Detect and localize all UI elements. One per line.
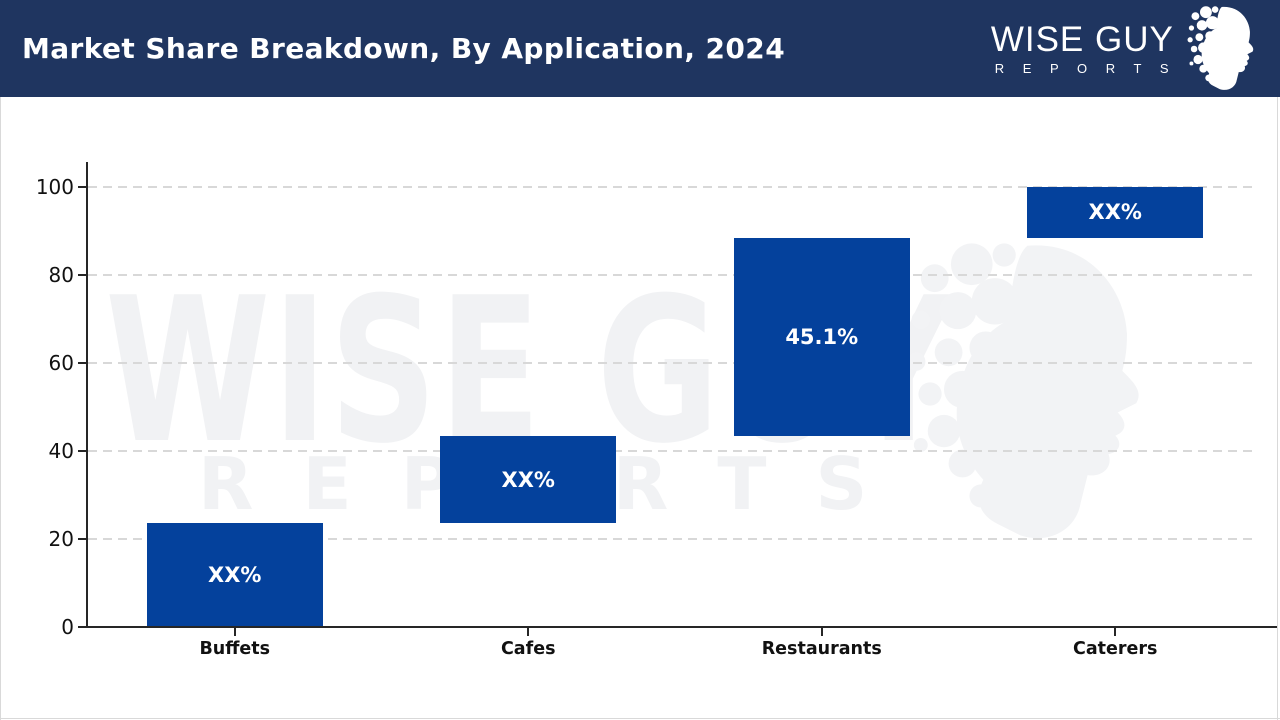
- bar-restaurants: [733, 237, 910, 437]
- bar-caterers: [1027, 187, 1204, 238]
- y-axis-tick-label: 80: [48, 263, 74, 287]
- bar-value-label: 45.1%: [785, 324, 859, 349]
- y-axis-tick-label: 20: [48, 527, 74, 551]
- y-gridline: [88, 274, 1258, 276]
- page-edge-left: [0, 97, 1, 720]
- y-axis-tick-label: 40: [48, 439, 74, 463]
- x-axis-tickmark: [1114, 628, 1117, 636]
- y-axis-line: [86, 162, 88, 628]
- logo-text: WISE GUY R E P O R T S: [989, 20, 1176, 76]
- y-axis-tickmark: [78, 450, 87, 452]
- logo-subtitle: R E P O R T S: [994, 60, 1176, 76]
- y-axis-tickmark: [78, 626, 87, 628]
- y-axis-tick-label: 100: [35, 175, 74, 199]
- y-gridline: [88, 538, 1258, 540]
- bar-value-label: XX%: [501, 467, 555, 492]
- y-gridline: [88, 450, 1258, 452]
- x-axis-line: [85, 626, 1277, 628]
- y-gridline: [88, 186, 1258, 188]
- x-axis-tickmark: [527, 628, 530, 636]
- y-gridline: [88, 362, 1258, 364]
- page-edge-bottom: [0, 718, 1280, 719]
- y-axis-tick-label: 60: [48, 351, 74, 375]
- y-axis-tickmark: [78, 362, 87, 364]
- page-title: Market Share Breakdown, By Application, …: [22, 32, 786, 65]
- bar-cafes: [440, 436, 617, 524]
- x-axis-category-label: Caterers: [1073, 639, 1158, 659]
- bar-value-label: XX%: [208, 563, 262, 588]
- y-axis-tick-label: 0: [61, 615, 74, 639]
- x-axis-category-label: Cafes: [500, 639, 556, 659]
- page-edge-right: [1277, 97, 1278, 720]
- x-axis-category-label: Buffets: [199, 639, 271, 659]
- wise-guy-reports-logo: WISE GUY R E P O R T S: [989, 6, 1266, 92]
- bar-buffets: [146, 523, 323, 627]
- logo-wordmark: WISE GUY: [990, 20, 1174, 60]
- y-axis-tickmark: [78, 274, 87, 276]
- x-axis-category-label: Restaurants: [761, 639, 882, 659]
- x-axis-tickmark: [820, 628, 823, 636]
- y-axis-tickmark: [78, 538, 87, 540]
- x-axis-tickmark: [233, 628, 236, 636]
- watermark-head-icon: [893, 220, 1171, 568]
- header: Market Share Breakdown, By Application, …: [0, 0, 1280, 97]
- bar-value-label: XX%: [1088, 200, 1142, 225]
- y-axis-tickmark: [78, 186, 87, 188]
